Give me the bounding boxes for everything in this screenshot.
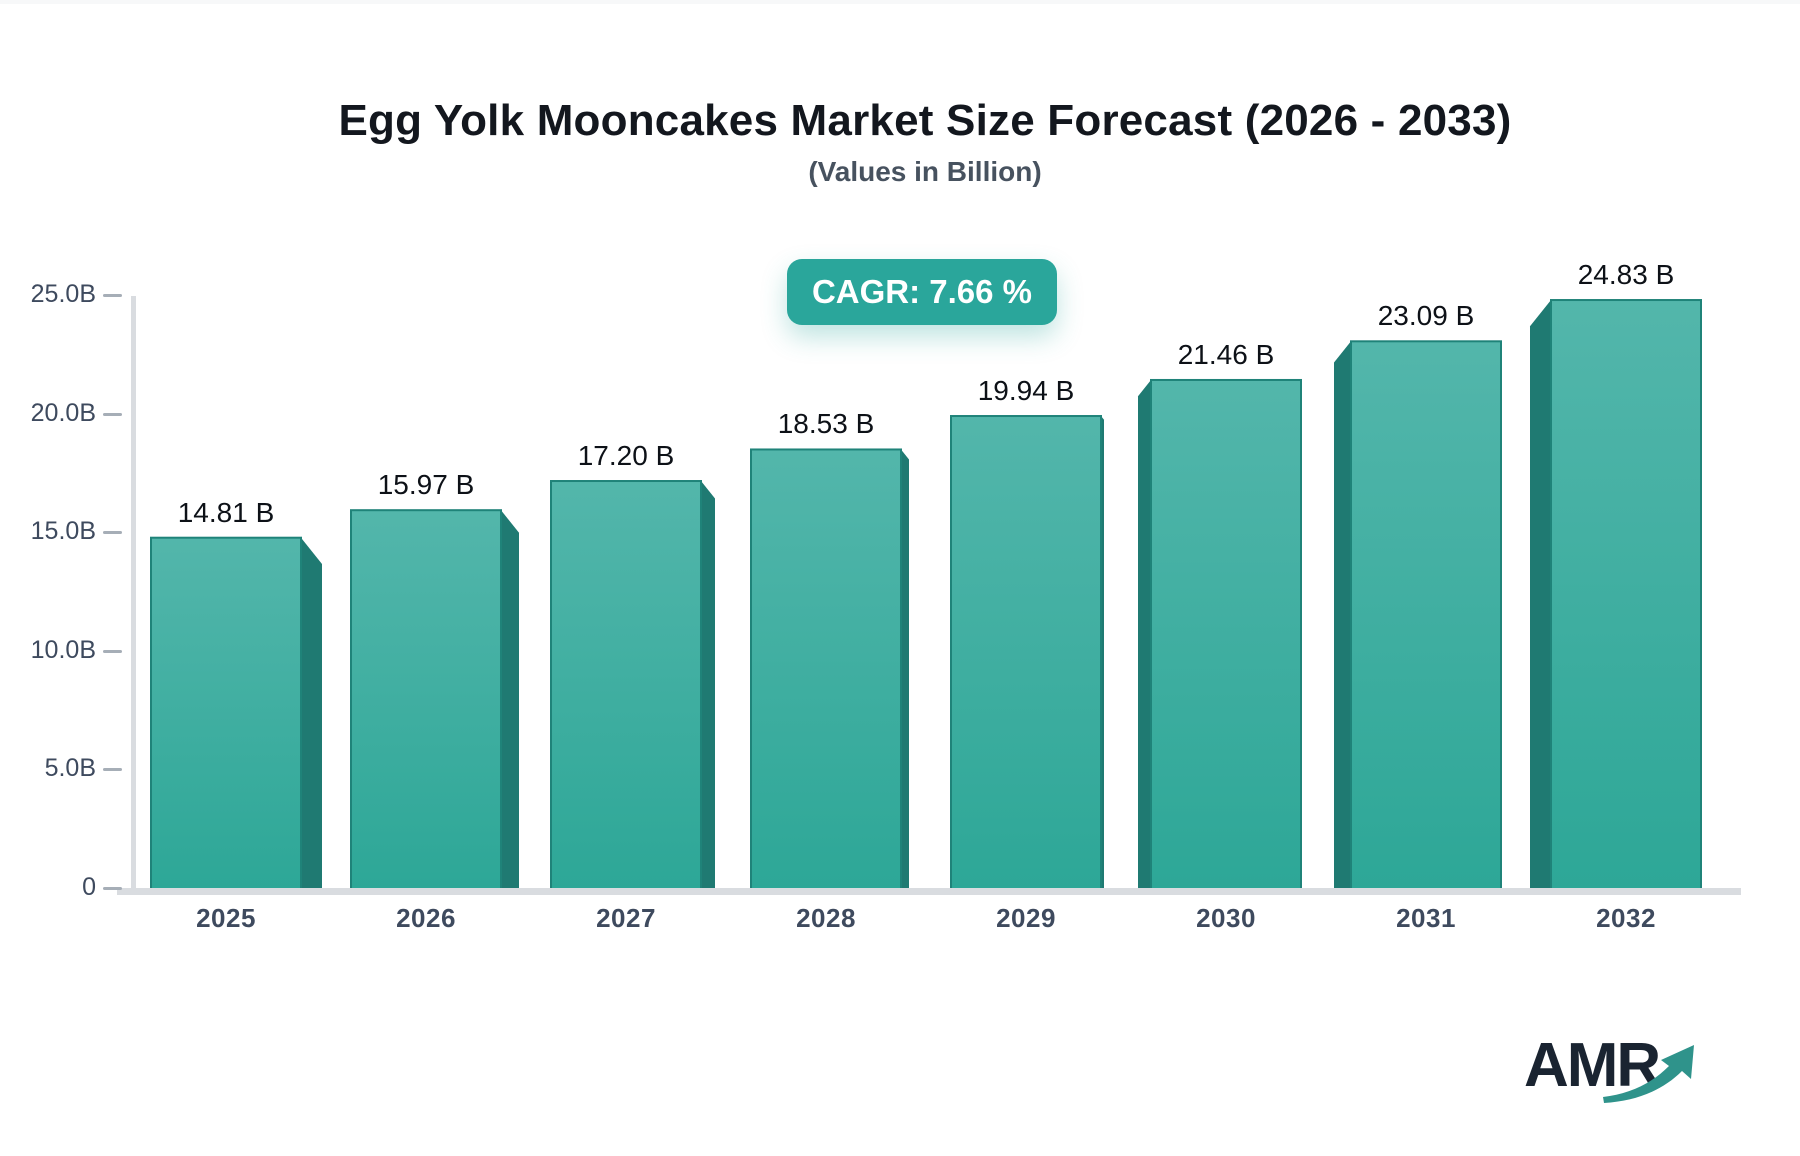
- x-axis-label: 2026: [396, 903, 456, 933]
- y-axis-tick-label: 5.0B: [44, 754, 96, 782]
- bar-value-label: 17.20 B: [577, 440, 675, 472]
- bar-2027: [550, 480, 702, 890]
- bar-2030: [1150, 378, 1302, 890]
- bar-side-face: [1334, 341, 1351, 890]
- amr-logo: AMR: [1524, 1030, 1734, 1120]
- bar-side-face: [301, 537, 322, 889]
- x-axis-label: 2032: [1596, 903, 1656, 933]
- y-tick-mark: [103, 650, 122, 653]
- growth-arrow-icon: [1603, 1045, 1694, 1103]
- bar-value-label: 14.81 B: [177, 496, 275, 528]
- bar-side-face: [1138, 379, 1151, 889]
- bar-2028: [750, 448, 902, 890]
- chart-subtitle: (Values in Billion): [808, 156, 1042, 187]
- x-axis-label: 2027: [596, 903, 656, 933]
- bar-2032: [1550, 299, 1702, 890]
- bar-value-label: 23.09 B: [1377, 300, 1475, 332]
- y-tick-mark: [103, 413, 122, 416]
- bar-side-face: [901, 449, 909, 889]
- bar-chart-plot: [150, 299, 1702, 891]
- y-axis-tick-label: 25.0B: [30, 280, 96, 308]
- bar-value-label: 19.94 B: [977, 375, 1075, 407]
- bar-2031: [1350, 340, 1502, 891]
- y-tick-mark: [103, 531, 122, 534]
- bar-value-label: 15.97 B: [377, 469, 475, 501]
- bar-2026: [350, 509, 502, 890]
- bar-value-label: 18.53 B: [777, 408, 875, 440]
- bar-side-face: [1530, 300, 1551, 889]
- chart-title: Egg Yolk Mooncakes Market Size Forecast …: [338, 96, 1512, 145]
- bar-side-face: [701, 481, 715, 889]
- bar-2025: [150, 536, 302, 890]
- x-axis-label: 2029: [996, 903, 1056, 933]
- x-axis-baseline: [117, 888, 1741, 895]
- x-axis-label: 2025: [196, 903, 256, 933]
- y-tick-mark: [103, 768, 122, 771]
- y-axis-tick-label: 15.0B: [30, 517, 96, 545]
- x-axis-label: 2031: [1396, 903, 1456, 933]
- y-axis-tick-label: 0: [82, 873, 96, 901]
- y-axis-tick-label: 20.0B: [30, 399, 96, 427]
- y-axis-tick-label: 10.0B: [30, 636, 96, 664]
- y-tick-mark: [103, 294, 122, 297]
- cagr-badge: CAGR: 7.66 %: [787, 259, 1057, 325]
- x-axis-label: 2028: [796, 903, 856, 933]
- bar-value-label: 24.83 B: [1577, 259, 1675, 291]
- bar-side-face: [501, 510, 519, 889]
- bar-2029: [950, 415, 1102, 890]
- y-tick-mark: [103, 887, 122, 890]
- bar-value-label: 21.46 B: [1177, 338, 1275, 370]
- y-axis-line: [131, 296, 136, 889]
- x-axis-label: 2030: [1196, 903, 1256, 933]
